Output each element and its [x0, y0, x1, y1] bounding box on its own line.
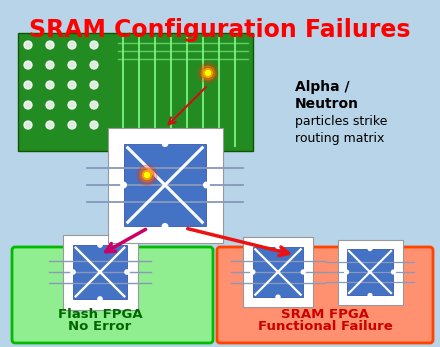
Circle shape	[368, 247, 372, 251]
Circle shape	[68, 41, 76, 49]
Bar	[253, 247, 303, 297]
Bar	[124, 144, 206, 226]
Text: No Error: No Error	[68, 320, 132, 333]
Circle shape	[24, 81, 32, 89]
Circle shape	[140, 168, 154, 182]
Circle shape	[68, 61, 76, 69]
Text: particles strike
routing matrix: particles strike routing matrix	[295, 115, 387, 145]
Circle shape	[368, 294, 372, 297]
Circle shape	[68, 121, 76, 129]
Circle shape	[24, 101, 32, 109]
Circle shape	[144, 172, 150, 178]
Circle shape	[205, 70, 210, 76]
Circle shape	[90, 41, 98, 49]
Text: SRAM Configuration Failures: SRAM Configuration Failures	[29, 18, 411, 42]
Circle shape	[204, 182, 209, 188]
Circle shape	[198, 63, 218, 83]
Text: Flash FPGA: Flash FPGA	[58, 308, 142, 321]
Circle shape	[46, 41, 54, 49]
Circle shape	[98, 243, 102, 247]
Bar	[18, 33, 253, 151]
Circle shape	[162, 141, 168, 146]
Bar	[347, 248, 393, 295]
Circle shape	[68, 81, 76, 89]
Circle shape	[276, 295, 280, 299]
Bar	[73, 245, 127, 299]
Circle shape	[143, 170, 151, 179]
Circle shape	[392, 270, 395, 274]
Circle shape	[46, 121, 54, 129]
Bar	[337, 239, 403, 305]
Circle shape	[46, 61, 54, 69]
Circle shape	[203, 68, 213, 77]
Circle shape	[46, 81, 54, 89]
Circle shape	[90, 121, 98, 129]
Bar	[107, 127, 223, 243]
Circle shape	[301, 270, 305, 274]
Bar	[62, 235, 138, 310]
Bar	[243, 237, 313, 307]
Circle shape	[24, 41, 32, 49]
Text: Functional Failure: Functional Failure	[258, 320, 392, 333]
Circle shape	[90, 101, 98, 109]
Circle shape	[46, 101, 54, 109]
Circle shape	[251, 270, 255, 274]
Circle shape	[276, 245, 280, 249]
FancyBboxPatch shape	[217, 247, 433, 343]
Circle shape	[24, 61, 32, 69]
Text: Alpha /
Neutron: Alpha / Neutron	[295, 80, 359, 111]
FancyBboxPatch shape	[12, 247, 213, 343]
Circle shape	[121, 182, 126, 188]
Circle shape	[137, 165, 157, 185]
Circle shape	[68, 101, 76, 109]
Circle shape	[71, 270, 75, 274]
Circle shape	[162, 224, 168, 229]
Text: SRAM FPGA: SRAM FPGA	[281, 308, 369, 321]
Circle shape	[201, 66, 215, 80]
Circle shape	[98, 297, 102, 301]
Circle shape	[90, 81, 98, 89]
Circle shape	[345, 270, 348, 274]
Circle shape	[24, 121, 32, 129]
Circle shape	[125, 270, 129, 274]
Circle shape	[90, 61, 98, 69]
